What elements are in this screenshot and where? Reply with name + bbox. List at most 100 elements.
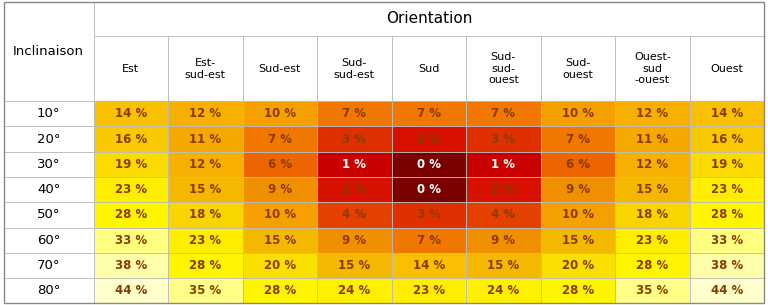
Text: 24 %: 24 % bbox=[487, 284, 519, 297]
Bar bbox=[168, 36, 243, 101]
Bar bbox=[168, 253, 243, 278]
Bar bbox=[317, 152, 392, 177]
Bar bbox=[4, 228, 94, 253]
Bar bbox=[392, 278, 466, 303]
Text: 23 %: 23 % bbox=[711, 183, 743, 196]
Text: 30°: 30° bbox=[37, 158, 61, 171]
Bar bbox=[615, 152, 690, 177]
Bar bbox=[94, 278, 168, 303]
Bar bbox=[690, 152, 764, 177]
Bar bbox=[466, 127, 541, 152]
Text: 19 %: 19 % bbox=[114, 158, 147, 171]
Bar bbox=[4, 2, 94, 101]
Text: 33 %: 33 % bbox=[711, 234, 743, 247]
Bar bbox=[243, 228, 317, 253]
Bar bbox=[243, 253, 317, 278]
Bar bbox=[615, 36, 690, 101]
Text: 15 %: 15 % bbox=[189, 183, 221, 196]
Text: 7 %: 7 % bbox=[343, 107, 366, 120]
Text: 7 %: 7 % bbox=[566, 133, 590, 145]
Bar bbox=[317, 101, 392, 127]
Text: 2 %: 2 % bbox=[492, 183, 515, 196]
Bar bbox=[541, 127, 615, 152]
Text: 11 %: 11 % bbox=[637, 133, 668, 145]
Text: 38 %: 38 % bbox=[114, 259, 147, 272]
Bar bbox=[466, 177, 541, 202]
Bar bbox=[94, 2, 764, 36]
Text: Orientation: Orientation bbox=[386, 11, 472, 27]
Bar bbox=[392, 228, 466, 253]
Bar bbox=[94, 177, 168, 202]
Text: 19 %: 19 % bbox=[710, 158, 743, 171]
Text: 12 %: 12 % bbox=[189, 107, 221, 120]
Text: 6 %: 6 % bbox=[268, 158, 292, 171]
Text: 0 %: 0 % bbox=[417, 158, 441, 171]
Text: 7 %: 7 % bbox=[417, 234, 441, 247]
Bar bbox=[317, 253, 392, 278]
Bar bbox=[466, 36, 541, 101]
Text: 9 %: 9 % bbox=[492, 234, 515, 247]
Text: 12 %: 12 % bbox=[637, 158, 668, 171]
Bar bbox=[466, 202, 541, 228]
Text: 28 %: 28 % bbox=[561, 284, 594, 297]
Bar bbox=[168, 177, 243, 202]
Bar bbox=[317, 202, 392, 228]
Text: 18 %: 18 % bbox=[189, 208, 221, 221]
Text: Sud: Sud bbox=[418, 64, 439, 74]
Text: 2 %: 2 % bbox=[417, 133, 441, 145]
Bar bbox=[541, 36, 615, 101]
Text: 11 %: 11 % bbox=[189, 133, 221, 145]
Bar bbox=[243, 202, 317, 228]
Text: 40°: 40° bbox=[37, 183, 61, 196]
Text: 1 %: 1 % bbox=[492, 158, 515, 171]
Bar bbox=[541, 253, 615, 278]
Text: 10 %: 10 % bbox=[562, 208, 594, 221]
Text: 4 %: 4 % bbox=[492, 208, 515, 221]
Text: 10 %: 10 % bbox=[263, 107, 296, 120]
Text: 16 %: 16 % bbox=[710, 133, 743, 145]
Bar bbox=[317, 36, 392, 101]
Bar bbox=[541, 278, 615, 303]
Text: 15 %: 15 % bbox=[338, 259, 370, 272]
Bar bbox=[94, 127, 168, 152]
Bar bbox=[615, 127, 690, 152]
Text: 10 %: 10 % bbox=[263, 208, 296, 221]
Bar bbox=[541, 228, 615, 253]
Text: Ouest-
sud
-ouest: Ouest- sud -ouest bbox=[634, 52, 670, 85]
Bar bbox=[4, 278, 94, 303]
Bar bbox=[94, 36, 168, 101]
Bar bbox=[4, 202, 94, 228]
Bar bbox=[466, 152, 541, 177]
Bar bbox=[541, 177, 615, 202]
Bar bbox=[690, 36, 764, 101]
Text: 28 %: 28 % bbox=[189, 259, 221, 272]
Text: 9 %: 9 % bbox=[566, 183, 590, 196]
Text: 80°: 80° bbox=[37, 284, 61, 297]
Text: 15 %: 15 % bbox=[636, 183, 668, 196]
Bar bbox=[168, 127, 243, 152]
Bar bbox=[317, 228, 392, 253]
Text: Est: Est bbox=[122, 64, 139, 74]
Bar bbox=[615, 228, 690, 253]
Bar bbox=[168, 228, 243, 253]
Text: 10°: 10° bbox=[37, 107, 61, 120]
Bar bbox=[94, 152, 168, 177]
Text: 7 %: 7 % bbox=[492, 107, 515, 120]
Bar bbox=[94, 228, 168, 253]
Bar bbox=[690, 253, 764, 278]
Text: 3 %: 3 % bbox=[492, 133, 515, 145]
Text: 2 %: 2 % bbox=[343, 183, 366, 196]
Text: 14 %: 14 % bbox=[412, 259, 445, 272]
Text: 15 %: 15 % bbox=[487, 259, 519, 272]
Text: 35 %: 35 % bbox=[636, 284, 668, 297]
Text: 9 %: 9 % bbox=[268, 183, 292, 196]
Bar bbox=[392, 202, 466, 228]
Bar bbox=[4, 253, 94, 278]
Bar bbox=[317, 278, 392, 303]
Bar bbox=[690, 127, 764, 152]
Bar bbox=[466, 101, 541, 127]
Bar bbox=[317, 127, 392, 152]
Bar bbox=[243, 278, 317, 303]
Text: 23 %: 23 % bbox=[412, 284, 445, 297]
Bar bbox=[690, 228, 764, 253]
